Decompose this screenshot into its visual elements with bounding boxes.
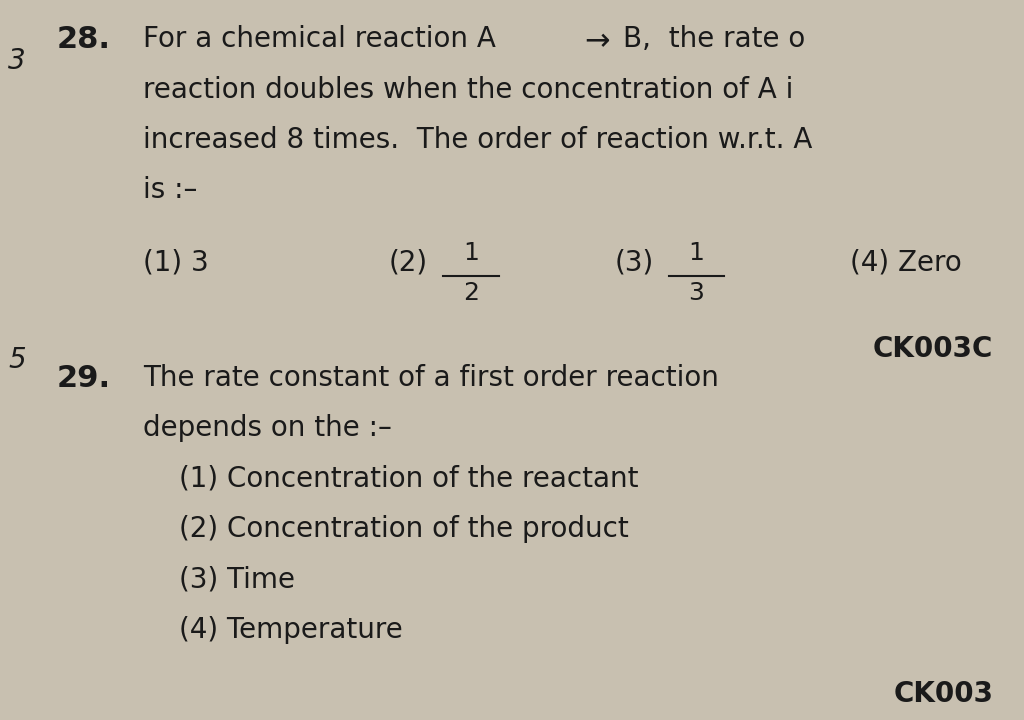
Text: (4) Temperature: (4) Temperature: [179, 616, 403, 644]
Text: (1) Concentration of the reactant: (1) Concentration of the reactant: [179, 464, 639, 492]
Text: is :–: is :–: [143, 176, 198, 204]
Text: The rate constant of a first order reaction: The rate constant of a first order react…: [143, 364, 719, 392]
Text: increased 8 times.  The order of reaction w.r.t. A: increased 8 times. The order of reaction…: [143, 126, 813, 154]
Text: 5: 5: [8, 346, 26, 374]
Text: CK003: CK003: [893, 680, 993, 708]
Text: B,  the rate o: B, the rate o: [623, 25, 805, 53]
Text: (3) Time: (3) Time: [179, 565, 295, 593]
Text: depends on the :–: depends on the :–: [143, 414, 392, 442]
Text: 3: 3: [8, 47, 26, 75]
Text: (2) Concentration of the product: (2) Concentration of the product: [179, 515, 629, 543]
Text: 3: 3: [688, 281, 705, 305]
Text: For a chemical reaction A: For a chemical reaction A: [143, 25, 497, 53]
Text: CK003C: CK003C: [872, 335, 993, 363]
Text: 1: 1: [688, 241, 705, 265]
Text: 2: 2: [463, 281, 479, 305]
Text: (1) 3: (1) 3: [143, 248, 209, 276]
Text: (4) Zero: (4) Zero: [850, 248, 962, 276]
Text: reaction doubles when the concentration of A i: reaction doubles when the concentration …: [143, 76, 794, 104]
Text: $\rightarrow$: $\rightarrow$: [579, 25, 610, 54]
Text: 28.: 28.: [56, 25, 111, 54]
Text: (3): (3): [614, 248, 653, 276]
Text: 29.: 29.: [56, 364, 111, 392]
Text: (2): (2): [389, 248, 428, 276]
Text: 1: 1: [463, 241, 479, 265]
